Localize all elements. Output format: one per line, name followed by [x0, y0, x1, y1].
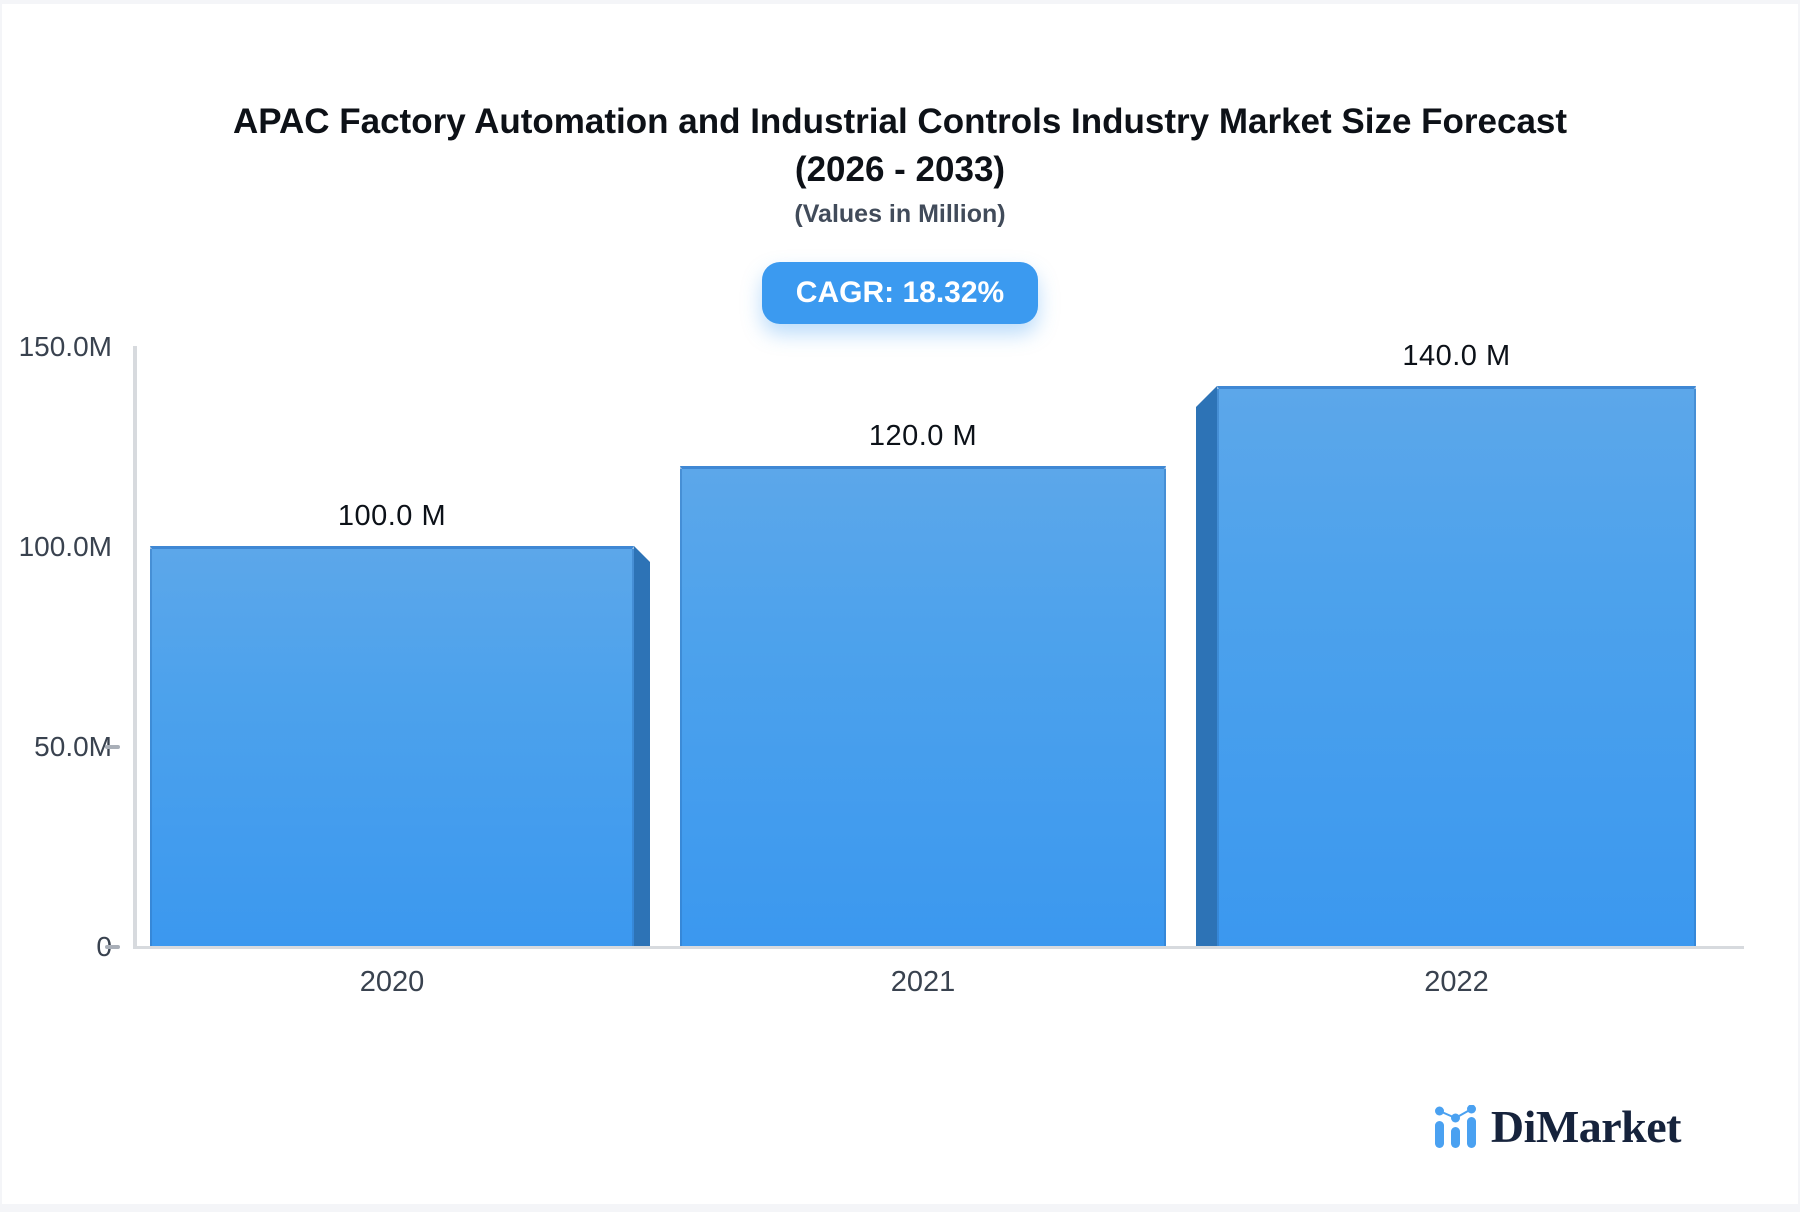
y-axis-tick-label: 50.0M [34, 731, 112, 762]
x-axis-label-2020: 2020 [359, 966, 425, 998]
y-axis-tick-label: 150.0M [18, 331, 112, 362]
brand-logo: DiMarket [1434, 1100, 1682, 1153]
x-axis-label-2022: 2022 [1424, 966, 1489, 998]
bar-value-label: 140.0 M [1402, 340, 1511, 372]
bar-2022 [1217, 386, 1696, 946]
bar-3d-side [634, 546, 650, 946]
bar-value-label: 120.0 M [868, 420, 978, 452]
bar-3d-side [1196, 386, 1217, 946]
x-axis-label-2021: 2021 [890, 966, 956, 998]
y-axis-tick-label: 0 [96, 931, 112, 962]
chart-title-line2: (2026 - 2033) [794, 150, 1006, 189]
bar-2021 [680, 466, 1166, 946]
x-axis-line [133, 946, 1744, 949]
chart-card: APAC Factory Automation and Industrial C… [2, 4, 1798, 1204]
cagr-badge: CAGR: 18.32% [761, 262, 1039, 324]
y-axis-tick-label: 100.0M [18, 531, 112, 562]
bar-2020 [150, 546, 634, 946]
chart-title: APAC Factory Automation and Industrial C… [2, 98, 1798, 194]
y-axis-line [133, 346, 137, 949]
bar-value-label: 100.0 M [337, 500, 447, 532]
plot-area: 150.0M 100.0M 50.0M 0 100.0 M 2020 120.0 M 202… [2, 4, 1798, 1204]
chart-subtitle: (Values in Million) [794, 200, 1006, 228]
cagr-badge-wrap: CAGR: 18.32% [2, 262, 1798, 324]
y-axis-tick-mark [105, 745, 120, 749]
y-axis-tick-mark [105, 945, 120, 949]
chart-title-line1: APAC Factory Automation and Industrial C… [232, 102, 1568, 141]
brand-name: DiMarket [1490, 1101, 1682, 1152]
bar-chart-icon [1434, 1104, 1476, 1148]
